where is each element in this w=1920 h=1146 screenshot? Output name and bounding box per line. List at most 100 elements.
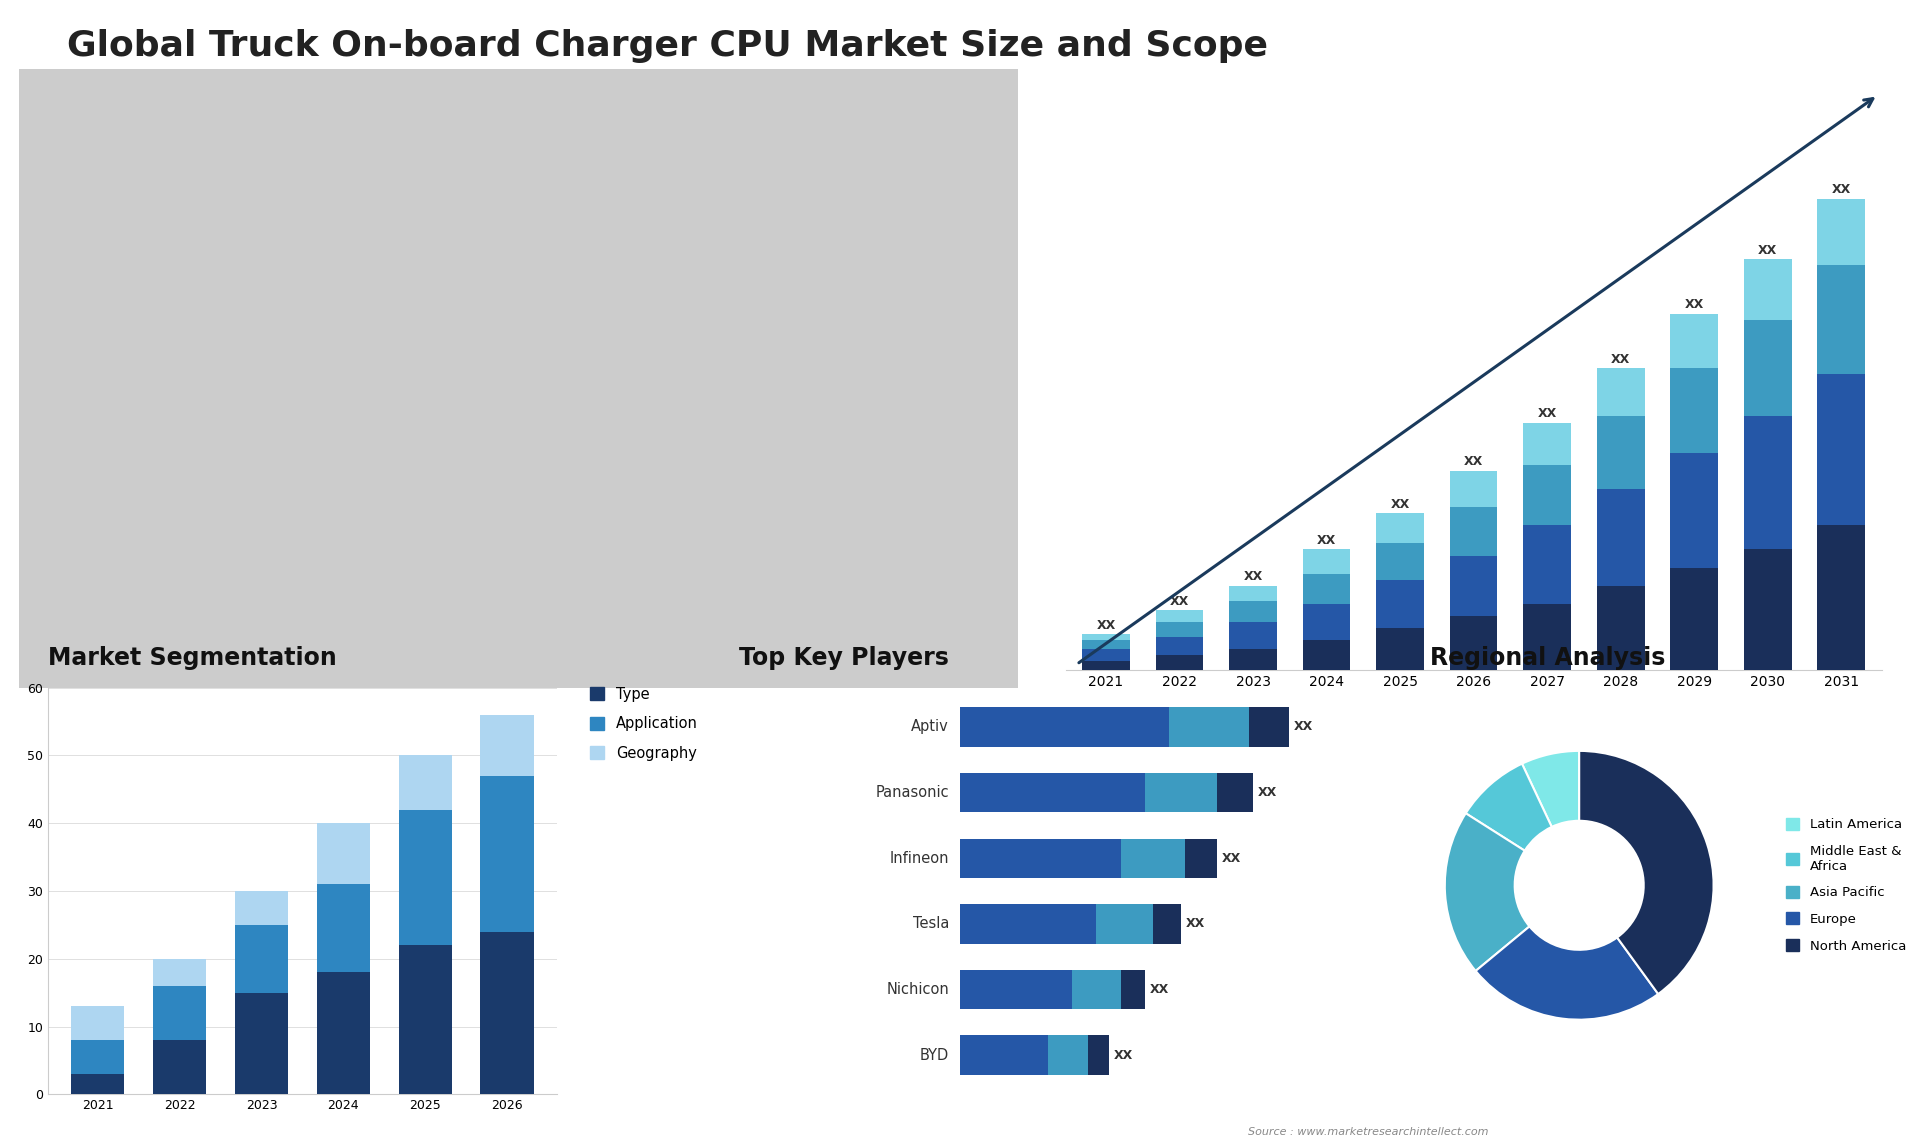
Bar: [1743, 320, 1791, 416]
Text: XX: XX: [1221, 851, 1240, 865]
Text: XX: XX: [1169, 595, 1188, 607]
Bar: [960, 904, 1096, 943]
Bar: [1597, 416, 1645, 489]
Bar: [1816, 198, 1864, 265]
Bar: [1597, 489, 1645, 586]
Bar: [1302, 574, 1350, 604]
Text: XX: XX: [1538, 407, 1557, 421]
Text: XX: XX: [1096, 619, 1116, 631]
Bar: [71, 1074, 125, 1094]
Bar: [234, 892, 288, 925]
Bar: [1523, 465, 1571, 525]
Bar: [1670, 453, 1718, 567]
Wedge shape: [1446, 814, 1530, 971]
Text: XX: XX: [1294, 721, 1313, 733]
Text: XX: XX: [1244, 571, 1263, 583]
Text: Panasonic: Panasonic: [876, 785, 948, 800]
Bar: [1083, 650, 1131, 661]
Bar: [1073, 970, 1121, 1010]
Bar: [960, 970, 1073, 1010]
Bar: [1450, 471, 1498, 508]
Text: Tesla: Tesla: [912, 917, 948, 932]
Text: Source : www.marketresearchintellect.com: Source : www.marketresearchintellect.com: [1248, 1127, 1488, 1137]
Bar: [1597, 368, 1645, 416]
Bar: [1450, 556, 1498, 617]
Text: Global Truck On-board Charger CPU Market Size and Scope: Global Truck On-board Charger CPU Market…: [67, 29, 1269, 63]
Bar: [1377, 628, 1425, 670]
Bar: [1670, 567, 1718, 670]
Bar: [1670, 314, 1718, 368]
Text: XX: XX: [1684, 298, 1703, 312]
Bar: [1048, 1035, 1089, 1075]
Bar: [1083, 661, 1131, 670]
Bar: [1185, 839, 1217, 878]
Wedge shape: [1580, 751, 1713, 994]
Bar: [1121, 970, 1144, 1010]
Bar: [1743, 259, 1791, 320]
Bar: [1450, 508, 1498, 556]
Text: XX: XX: [1832, 183, 1851, 196]
Bar: [1377, 543, 1425, 580]
Legend: Latin America, Middle East &
Africa, Asia Pacific, Europe, North America: Latin America, Middle East & Africa, Asi…: [1780, 813, 1910, 958]
Bar: [1450, 617, 1498, 670]
Bar: [1229, 586, 1277, 601]
Wedge shape: [1465, 763, 1551, 850]
Bar: [1083, 641, 1131, 650]
Bar: [480, 776, 534, 932]
Bar: [1816, 525, 1864, 670]
Bar: [1144, 772, 1217, 813]
Bar: [480, 715, 534, 776]
Bar: [317, 885, 371, 972]
Text: Infineon: Infineon: [889, 850, 948, 865]
Bar: [317, 823, 371, 885]
Bar: [1156, 610, 1204, 622]
Bar: [1152, 904, 1181, 943]
Bar: [234, 925, 288, 992]
Text: XX: XX: [1317, 534, 1336, 547]
Bar: [234, 992, 288, 1094]
Bar: [317, 972, 371, 1094]
Text: XX: XX: [1258, 786, 1277, 799]
Text: Regional Analysis: Regional Analysis: [1430, 646, 1667, 670]
Bar: [71, 1041, 125, 1074]
Bar: [1816, 374, 1864, 525]
Bar: [960, 1035, 1048, 1075]
Bar: [399, 945, 451, 1094]
Bar: [1377, 580, 1425, 628]
Bar: [1089, 1035, 1108, 1075]
Bar: [1121, 839, 1185, 878]
Bar: [154, 1041, 205, 1094]
Bar: [1302, 641, 1350, 670]
Text: Top Key Players: Top Key Players: [739, 646, 948, 670]
Bar: [960, 772, 1144, 813]
Bar: [1523, 604, 1571, 670]
Bar: [480, 932, 534, 1094]
Bar: [1217, 772, 1254, 813]
Wedge shape: [1476, 926, 1659, 1020]
Bar: [1229, 622, 1277, 650]
Bar: [1597, 586, 1645, 670]
Bar: [1302, 549, 1350, 574]
Wedge shape: [1523, 751, 1578, 827]
Bar: [154, 959, 205, 986]
Bar: [1816, 265, 1864, 374]
Bar: [1156, 656, 1204, 670]
Bar: [399, 755, 451, 809]
Text: Aptiv: Aptiv: [912, 720, 948, 735]
Text: XX: XX: [1390, 497, 1409, 511]
Bar: [1229, 650, 1277, 670]
Text: Nichicon: Nichicon: [887, 982, 948, 997]
Bar: [1743, 416, 1791, 549]
Bar: [1523, 423, 1571, 465]
Bar: [1156, 637, 1204, 656]
Bar: [1670, 368, 1718, 453]
Text: XX: XX: [1611, 353, 1630, 366]
Bar: [1083, 634, 1131, 641]
Bar: [1743, 549, 1791, 670]
Bar: [1377, 513, 1425, 543]
Bar: [1096, 904, 1152, 943]
Bar: [1302, 604, 1350, 641]
Bar: [399, 809, 451, 945]
Bar: [1169, 707, 1250, 747]
Bar: [1250, 707, 1288, 747]
